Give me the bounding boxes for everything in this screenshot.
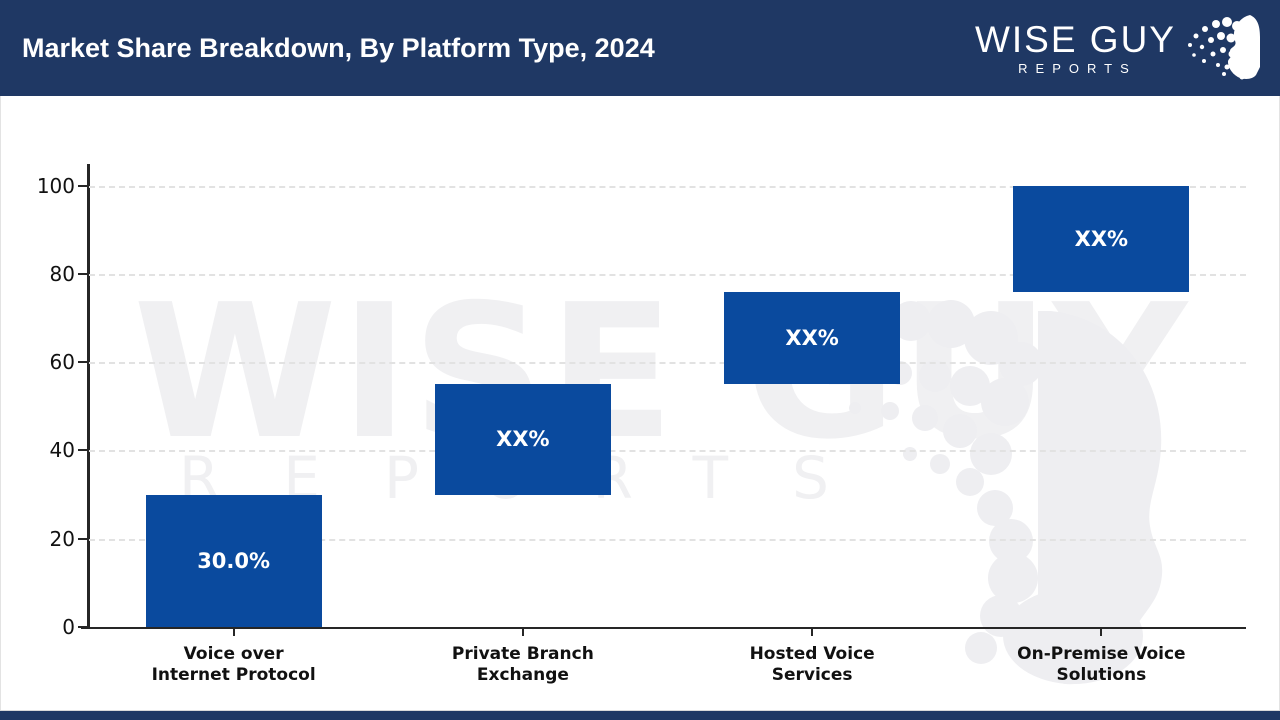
- y-tick-label: 80: [49, 261, 75, 286]
- page-title: Market Share Breakdown, By Platform Type…: [22, 33, 655, 63]
- bar-segment: XX%: [724, 291, 901, 385]
- bar-segment: XX%: [1013, 185, 1190, 292]
- bar-value-label: XX%: [1074, 226, 1129, 251]
- logo-text: WISE GUY REPORTS: [974, 19, 1176, 77]
- x-category-label: Voice over Internet Protocol: [151, 644, 316, 685]
- bar-segment: XX%: [434, 384, 611, 495]
- gridline: [89, 185, 1246, 188]
- y-axis-line: [87, 164, 90, 627]
- y-tick: [78, 626, 87, 628]
- y-tick: [78, 184, 87, 187]
- gridline: [89, 362, 1246, 365]
- bar-segment: 30.0%: [145, 494, 322, 627]
- gridline: [89, 538, 1246, 541]
- x-category-label: Hosted Voice Services: [749, 644, 875, 685]
- bar-value-label: 30.0%: [197, 548, 271, 573]
- x-axis-line: [81, 626, 1246, 629]
- y-tick: [78, 272, 87, 275]
- y-tick: [78, 449, 87, 452]
- x-category-label: Private Branch Exchange: [451, 644, 594, 685]
- y-tick-label: 40: [49, 438, 75, 463]
- footer-bar: [0, 710, 1280, 720]
- plot-area: 0 20 40 60 80 100 Voice over Internet Protocol…: [37, 164, 1246, 685]
- y-tick-label: 100: [36, 173, 75, 198]
- x-tick: [232, 627, 235, 636]
- wiseguy-face-icon: [1188, 15, 1260, 80]
- x-category-label: On-Premise Voice Solutions: [1017, 644, 1186, 685]
- y-tick: [78, 537, 87, 540]
- logo-wordmark: WISE GUY: [974, 19, 1176, 60]
- bar-value-label: XX%: [785, 325, 839, 350]
- gridline: [89, 450, 1246, 453]
- header: Market Share Breakdown, By Platform Type…: [0, 0, 1280, 96]
- x-tick: [811, 627, 814, 636]
- gridline: [89, 273, 1246, 276]
- wiseguy-logo: WISE GUY REPORTS: [975, 8, 1264, 88]
- y-tick-label: 0: [62, 615, 75, 639]
- y-tick-label: 60: [49, 350, 75, 375]
- logo-subtitle: REPORTS: [1018, 61, 1137, 76]
- x-tick: [521, 627, 524, 636]
- x-tick: [1100, 627, 1103, 636]
- y-tick: [78, 361, 87, 364]
- bar-value-label: XX%: [496, 427, 550, 452]
- y-tick-label: 20: [49, 526, 75, 551]
- watermark-face-graphic: [831, 300, 1163, 685]
